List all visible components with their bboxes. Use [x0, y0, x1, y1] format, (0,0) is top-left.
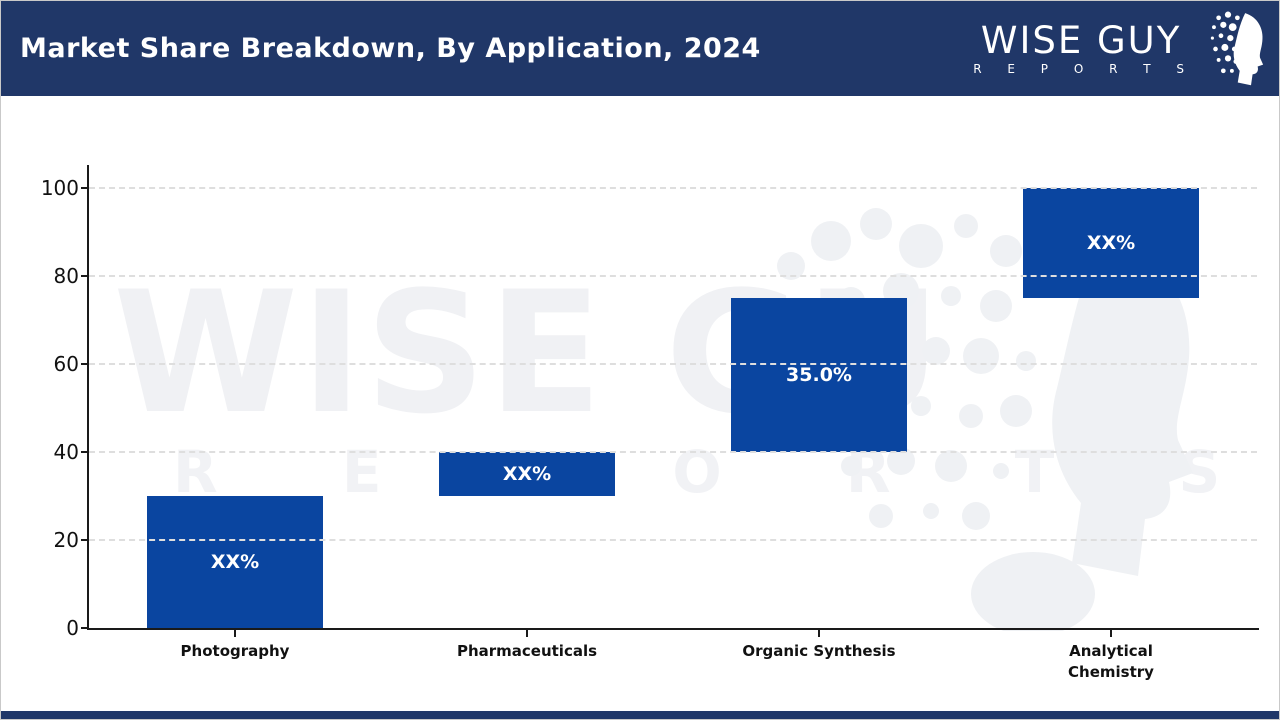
header-bar: Market Share Breakdown, By Application, …: [1, 1, 1279, 96]
wiseguy-logo: WISE GUY R E P O R T S: [967, 1, 1267, 96]
footer-bar: [1, 711, 1279, 719]
bar-photography: XX%: [147, 496, 323, 628]
category-label-line: Analytical: [1069, 642, 1153, 660]
y-axis-tick-label: 40: [53, 440, 79, 464]
page-title: Market Share Breakdown, By Application, …: [20, 33, 761, 64]
x-axis-category-label: Photography: [125, 641, 345, 662]
logo-wordmark: WISE GUY: [980, 18, 1182, 62]
gridline-40: [89, 451, 1257, 453]
y-axis-line: [87, 165, 89, 630]
y-axis-tick: [81, 539, 88, 541]
y-axis-tick: [81, 187, 88, 189]
y-axis-tick-label: 100: [40, 176, 79, 200]
x-axis-category-label: Organic Synthesis: [709, 641, 929, 662]
y-axis-tick: [81, 627, 88, 629]
x-axis-tick: [234, 630, 236, 637]
x-axis-category-label: Pharmaceuticals: [417, 641, 637, 662]
gridline-20: [89, 539, 1257, 541]
bar-value-label: 35.0%: [786, 364, 852, 386]
logo-head-icon: [1210, 11, 1264, 85]
bar-analytical-chemistry: XX%: [1023, 188, 1199, 298]
watermark-head-icon: [777, 208, 1193, 631]
y-axis-tick-label: 60: [53, 352, 79, 376]
y-axis-tick-label: 20: [53, 528, 79, 552]
logo-subtitle: R E P O R T S: [973, 61, 1195, 76]
y-axis-tick-label: 80: [53, 264, 79, 288]
x-axis-tick: [526, 630, 528, 637]
category-label-line: Pharmaceuticals: [456, 642, 598, 660]
y-axis-tick: [81, 363, 88, 365]
gridline-60: [89, 363, 1257, 365]
bar-organic-synthesis: 35.0%: [731, 298, 907, 452]
bar-pharmaceuticals: XX%: [439, 452, 615, 496]
gridline-80: [89, 275, 1257, 277]
category-label-line: Chemistry: [1068, 663, 1154, 681]
x-axis-tick: [1110, 630, 1112, 637]
y-axis-tick: [81, 451, 88, 453]
x-axis-line: [87, 628, 1259, 630]
bar-value-label: XX%: [210, 551, 260, 573]
y-axis-tick-label: 0: [66, 616, 79, 640]
y-axis-tick: [81, 275, 88, 277]
bar-value-label: XX%: [1086, 232, 1136, 254]
x-axis-category-label: Analytical Chemistry: [1001, 641, 1221, 683]
category-label-line: Photography: [180, 642, 290, 660]
gridline-100: [89, 187, 1257, 189]
x-axis-tick: [818, 630, 820, 637]
category-label-line: Organic Synthesis: [742, 642, 896, 660]
bar-value-label: XX%: [502, 463, 552, 485]
